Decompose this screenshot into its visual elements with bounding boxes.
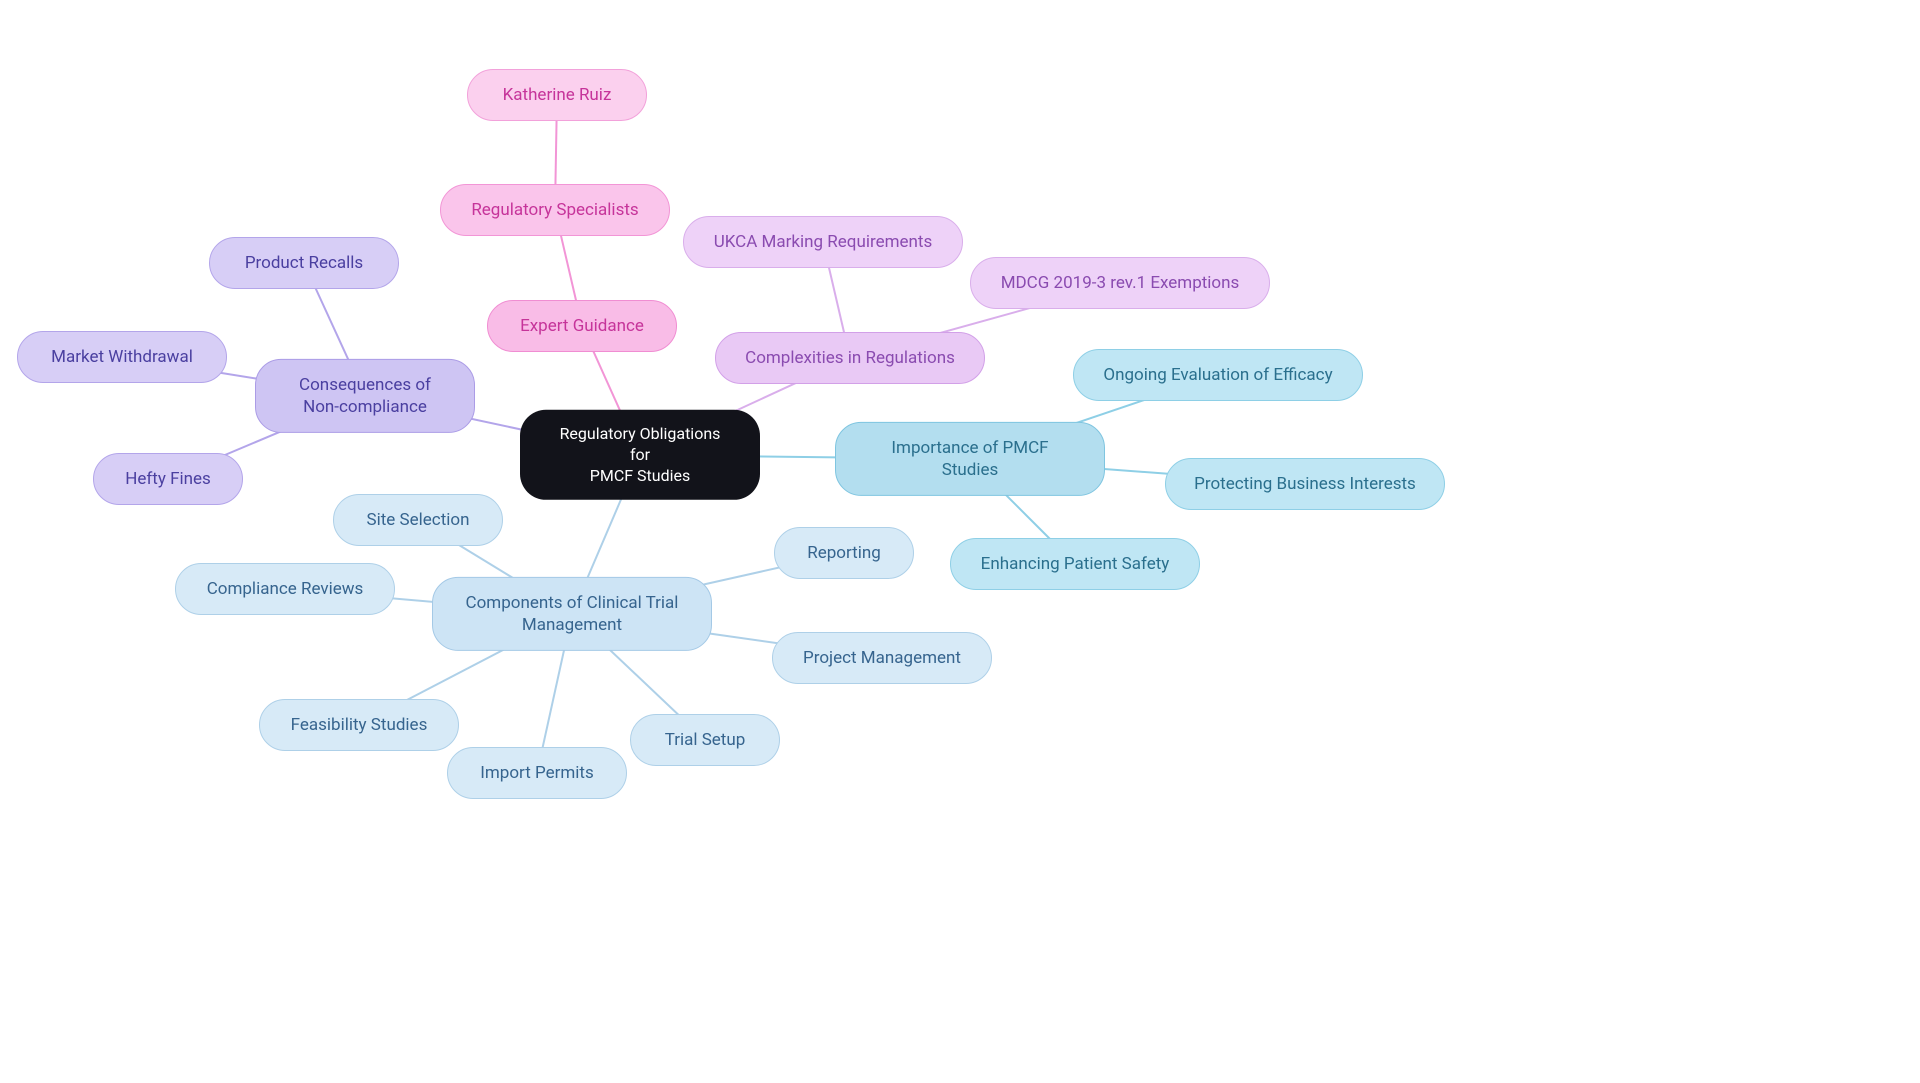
- node-label: Protecting Business Interests: [1194, 473, 1416, 495]
- node-label: Enhancing Patient Safety: [981, 553, 1170, 575]
- node-label: Importance of PMCF Studies: [864, 437, 1076, 481]
- node-feasibility: Feasibility Studies: [259, 699, 459, 751]
- node-label: UKCA Marking Requirements: [714, 231, 932, 253]
- node-label: Complexities in Regulations: [745, 347, 955, 369]
- node-label: Consequences of Non-compliance: [299, 374, 431, 418]
- node-label: Product Recalls: [245, 252, 363, 274]
- node-center: Regulatory Obligations for PMCF Studies: [520, 410, 760, 500]
- node-label: Compliance Reviews: [207, 578, 364, 600]
- node-expert: Expert Guidance: [487, 300, 677, 352]
- node-permits: Import Permits: [447, 747, 627, 799]
- mindmap-canvas: Regulatory Obligations for PMCF Studies I…: [0, 0, 1920, 1083]
- edges-layer: [0, 0, 1920, 1083]
- node-label: Ongoing Evaluation of Efficacy: [1103, 364, 1332, 386]
- node-ukca: UKCA Marking Requirements: [683, 216, 963, 268]
- node-label: Site Selection: [367, 509, 470, 531]
- node-label: Hefty Fines: [125, 468, 211, 490]
- node-efficacy: Ongoing Evaluation of Efficacy: [1073, 349, 1363, 401]
- node-complexities: Complexities in Regulations: [715, 332, 985, 384]
- node-recalls: Product Recalls: [209, 237, 399, 289]
- node-label: Expert Guidance: [520, 315, 644, 337]
- node-label: Market Withdrawal: [51, 346, 193, 368]
- node-business: Protecting Business Interests: [1165, 458, 1445, 510]
- node-kruiz: Katherine Ruiz: [467, 69, 647, 121]
- node-label: Components of Clinical Trial Management: [466, 592, 679, 636]
- node-components: Components of Clinical Trial Management: [432, 577, 712, 651]
- node-compliance: Compliance Reviews: [175, 563, 395, 615]
- node-safety: Enhancing Patient Safety: [950, 538, 1200, 590]
- node-withdrawal: Market Withdrawal: [17, 331, 227, 383]
- node-reporting: Reporting: [774, 527, 914, 579]
- node-importance: Importance of PMCF Studies: [835, 422, 1105, 496]
- node-label: Project Management: [803, 647, 961, 669]
- node-label: Katherine Ruiz: [503, 84, 612, 106]
- node-regspec: Regulatory Specialists: [440, 184, 670, 236]
- node-label: Reporting: [807, 542, 881, 564]
- node-label: Feasibility Studies: [291, 714, 428, 736]
- node-siteselect: Site Selection: [333, 494, 503, 546]
- node-projmgmt: Project Management: [772, 632, 992, 684]
- node-label: MDCG 2019-3 rev.1 Exemptions: [1001, 272, 1240, 294]
- node-label: Import Permits: [480, 762, 594, 784]
- node-label: Trial Setup: [665, 729, 746, 751]
- node-label: Regulatory Specialists: [471, 199, 638, 221]
- node-label: Regulatory Obligations for PMCF Studies: [548, 424, 732, 486]
- node-conseq: Consequences of Non-compliance: [255, 359, 475, 433]
- node-mdcg: MDCG 2019-3 rev.1 Exemptions: [970, 257, 1270, 309]
- node-fines: Hefty Fines: [93, 453, 243, 505]
- node-trialsetup: Trial Setup: [630, 714, 780, 766]
